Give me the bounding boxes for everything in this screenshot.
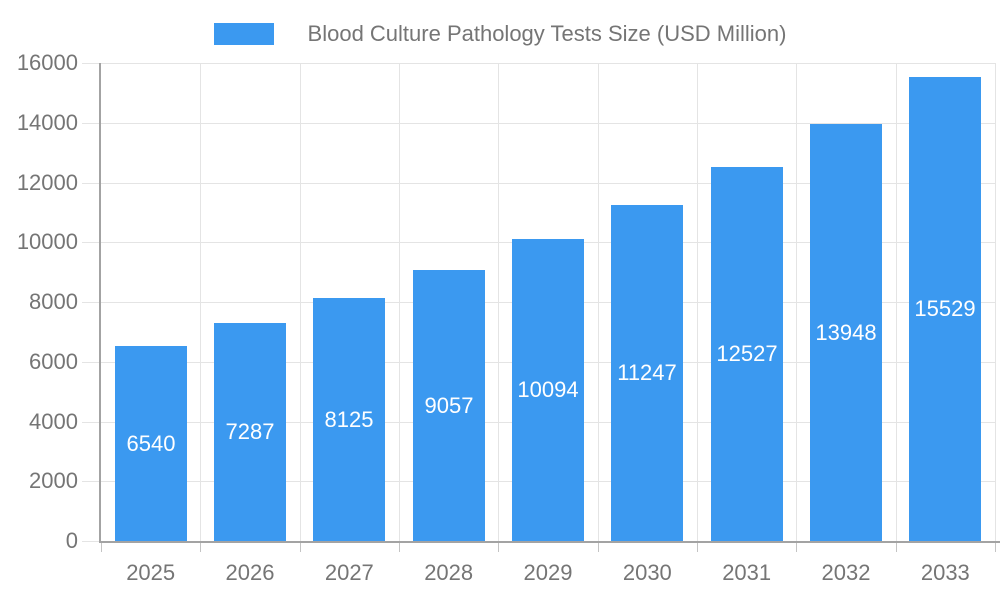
y-axis-tick (82, 422, 101, 423)
x-axis-label: 2031 (722, 560, 772, 585)
bar-value-label: 12527 (716, 341, 778, 366)
y-gridline (101, 63, 995, 64)
y-axis-tick (82, 63, 101, 64)
x-axis-tick (300, 541, 301, 552)
x-axis-label: 2026 (225, 560, 275, 585)
x-axis-tick (598, 541, 599, 552)
bar-value-label: 8125 (324, 406, 374, 432)
bar-2029[interactable]: 10094 (512, 239, 584, 541)
x-axis-line (99, 541, 1000, 543)
y-axis-label: 0 (65, 528, 78, 553)
x-axis-tick (101, 541, 102, 552)
x-axis-tick (995, 541, 996, 552)
y-axis-tick (82, 362, 101, 363)
x-gridline (896, 63, 897, 541)
x-gridline (300, 63, 301, 541)
y-axis-tick (82, 302, 101, 303)
bar-2026[interactable]: 7287 (214, 323, 286, 541)
x-gridline (498, 63, 499, 541)
bar-2033[interactable]: 15529 (909, 77, 981, 541)
bar-value-label: 7287 (225, 419, 275, 444)
x-axis-label: 2032 (821, 560, 871, 585)
y-axis-label: 12000 (16, 170, 78, 195)
x-axis-tick (498, 541, 499, 552)
x-axis-tick (399, 541, 400, 552)
bar-value-label: 13948 (815, 319, 877, 345)
y-axis-label: 14000 (16, 110, 78, 135)
legend-item[interactable]: Blood Culture Pathology Tests Size (USD … (0, 22, 1000, 46)
y-axis-tick (82, 242, 101, 243)
bar-2028[interactable]: 9057 (413, 270, 485, 541)
x-axis-label: 2029 (523, 560, 573, 585)
x-axis-label: 2030 (622, 560, 672, 585)
bar-value-label: 6540 (126, 430, 176, 456)
bar-value-label: 10094 (517, 377, 579, 402)
x-axis-label: 2027 (324, 560, 374, 585)
x-gridline (697, 63, 698, 541)
y-axis-tick (82, 183, 101, 184)
x-gridline (796, 63, 797, 541)
bar-2025[interactable]: 6540 (115, 346, 187, 541)
x-axis-label: 2028 (424, 560, 474, 585)
x-axis-tick (697, 541, 698, 552)
legend-swatch[interactable] (213, 23, 274, 45)
x-axis-tick (200, 541, 201, 552)
y-axis-label: 8000 (29, 289, 78, 314)
x-axis-label: 2025 (126, 560, 176, 585)
bar-value-label: 9057 (424, 392, 474, 418)
y-axis-label: 6000 (29, 349, 78, 374)
x-axis-label: 2033 (920, 560, 970, 585)
y-axis-label: 10000 (16, 229, 78, 254)
y-gridline (101, 123, 995, 124)
y-axis-tick (82, 123, 101, 124)
bar-2030[interactable]: 11247 (611, 205, 683, 541)
y-gridline (101, 183, 995, 184)
bar-2031[interactable]: 12527 (711, 167, 783, 541)
x-axis-tick (896, 541, 897, 552)
x-axis-tick (796, 541, 797, 552)
y-axis-line (99, 63, 101, 543)
y-axis-tick (82, 541, 101, 542)
x-gridline (399, 63, 400, 541)
bar-value-label: 11247 (617, 360, 677, 385)
y-axis-label: 4000 (29, 409, 78, 434)
x-gridline (598, 63, 599, 541)
y-axis-label: 16000 (16, 50, 78, 75)
bar-2027[interactable]: 8125 (313, 298, 385, 541)
y-axis-tick (82, 481, 101, 482)
x-gridline (200, 63, 201, 541)
legend-label: Blood Culture Pathology Tests Size (USD … (307, 21, 787, 46)
x-gridline (995, 63, 996, 541)
bar-2032[interactable]: 13948 (810, 124, 882, 541)
bar-value-label: 15529 (914, 296, 976, 321)
y-axis-label: 2000 (29, 468, 78, 493)
